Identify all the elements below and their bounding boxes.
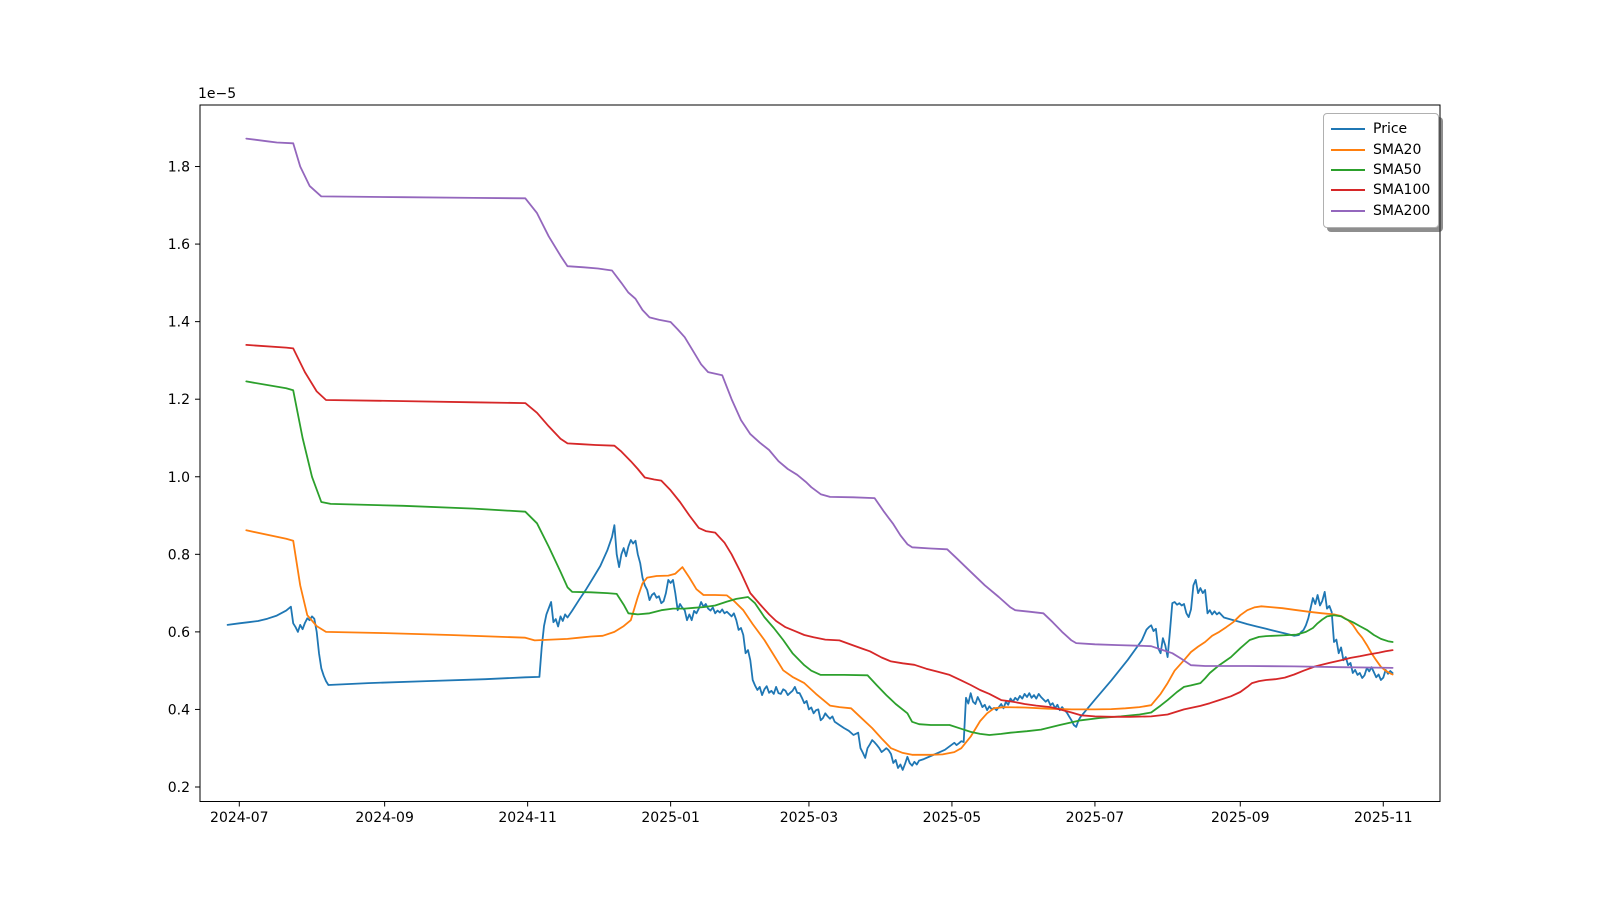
legend-item-price: Price [1331, 119, 1430, 139]
y-tick-label: 0.2 [168, 780, 190, 796]
legend-item-sma200: SMA200 [1331, 201, 1430, 221]
legend-line-swatch-sma200 [1331, 209, 1365, 212]
y-tick-label: 1.6 [168, 237, 190, 253]
legend-item-sma50: SMA50 [1331, 160, 1430, 180]
x-tick-label: 2025-09 [1211, 810, 1270, 826]
x-tick-label: 2024-07 [210, 810, 269, 826]
series-line-sma200 [245, 137, 1394, 669]
series-line-price [226, 524, 1394, 771]
legend-label: SMA50 [1373, 161, 1422, 178]
x-tick-label: 2025-01 [641, 810, 700, 826]
legend-label: SMA100 [1373, 182, 1431, 199]
y-tick-label: 1.0 [168, 470, 190, 486]
legend: Price SMA20 SMA50 SMA100 SMA200 [1323, 113, 1440, 228]
y-tick-label: 0.8 [168, 547, 190, 563]
legend-label: Price [1373, 121, 1408, 138]
legend-line-swatch-sma50 [1331, 168, 1365, 171]
legend-item-sma20: SMA20 [1331, 139, 1430, 159]
x-tick-label: 2025-11 [1354, 810, 1413, 826]
y-tick-label: 0.4 [168, 702, 190, 718]
y-tick-label: 1.2 [168, 392, 190, 408]
series-line-sma50 [245, 380, 1394, 736]
plot-area [199, 104, 1441, 802]
x-tick-label: 2025-07 [1066, 810, 1125, 826]
legend-item-sma100: SMA100 [1331, 180, 1430, 200]
y-tick-label: 1.4 [168, 315, 190, 331]
y-tick-label: 1.8 [168, 160, 190, 176]
series-line-sma20 [245, 529, 1394, 756]
y-tick-label: 0.6 [168, 625, 190, 641]
x-tick-label: 2025-03 [780, 810, 839, 826]
legend-label: SMA200 [1373, 202, 1431, 219]
y-axis-offset-label: 1e−5 [198, 86, 237, 102]
series-line-sma100 [245, 343, 1394, 718]
x-tick-label: 2024-09 [355, 810, 414, 826]
legend-line-swatch-sma100 [1331, 189, 1365, 192]
x-tick-label: 2025-05 [923, 810, 982, 826]
legend-line-swatch-price [1331, 128, 1365, 131]
legend-line-swatch-sma20 [1331, 148, 1365, 151]
x-tick-label: 2024-11 [498, 810, 557, 826]
legend-label: SMA20 [1373, 141, 1422, 158]
